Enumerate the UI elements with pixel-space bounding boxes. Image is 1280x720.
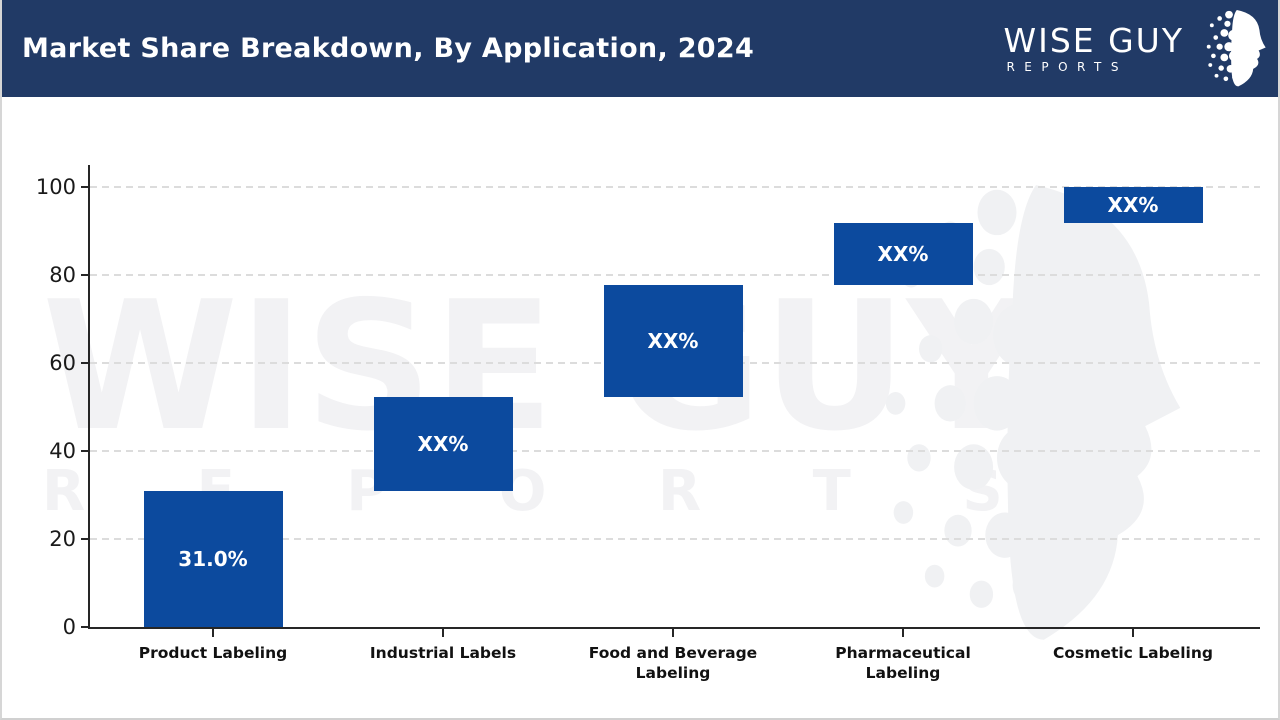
y-tick-80 [81,274,90,276]
bar-food-and-beverage-labeling: XX% [603,285,743,397]
brand-logo: WISE GUY REPORTS [1003,7,1268,91]
bar-pharmaceutical-labeling: XX% [833,222,973,286]
brand-logo-text: WISE GUY REPORTS [1003,20,1184,74]
bar-value-label: XX% [1107,192,1159,217]
x-tick-2 [672,629,674,637]
header: Market Share Breakdown, By Application, … [2,0,1278,97]
y-tick-40 [81,450,90,452]
gridline-80 [90,274,1260,276]
y-tick-label-20: 20 [49,527,76,551]
x-tick-0 [212,629,214,637]
brand-name: WISE GUY [1003,20,1184,60]
y-tick-label-100: 100 [35,175,76,199]
category-label-4: Cosmetic Labeling [1053,644,1213,662]
gridline-20 [90,538,1260,540]
y-axis-line [88,165,90,629]
y-tick-label-0: 0 [62,615,76,639]
chart-canvas: WISE GUY R E P O R T S 0 20 40 60 80 100 31.0%… [2,97,1278,718]
y-tick-label-40: 40 [49,439,76,463]
y-tick-label-80: 80 [49,263,76,287]
category-label-3: Pharmaceutical Labeling [835,644,971,682]
bar-value-label: 31.0% [178,546,248,571]
bar-product-labeling: 31.0% [143,490,283,627]
bar-industrial-labels: XX% [373,396,513,491]
y-tick-60 [81,362,90,364]
y-tick-label-60: 60 [49,351,76,375]
gridline-100 [90,186,1260,188]
bar-value-label: XX% [877,241,929,266]
bar-value-label: XX% [647,328,699,353]
y-tick-20 [81,538,90,540]
x-tick-3 [902,629,904,637]
y-tick-100 [81,186,90,188]
bar-value-label: XX% [417,431,469,456]
category-label-0: Product Labeling [138,644,288,662]
x-tick-1 [442,629,444,637]
y-tick-0 [81,626,90,628]
chart-title: Market Share Breakdown, By Application, … [22,33,755,64]
bar-cosmetic-labeling: XX% [1063,187,1203,223]
brand-subname: REPORTS [1006,59,1128,74]
x-axis-line [88,627,1260,629]
category-label-2: Food and Beverage Labeling [588,644,758,682]
x-tick-4 [1132,629,1134,637]
category-label-1: Industrial Labels [369,644,517,662]
brand-face-icon [1190,7,1268,91]
gridline-40 [90,450,1260,452]
